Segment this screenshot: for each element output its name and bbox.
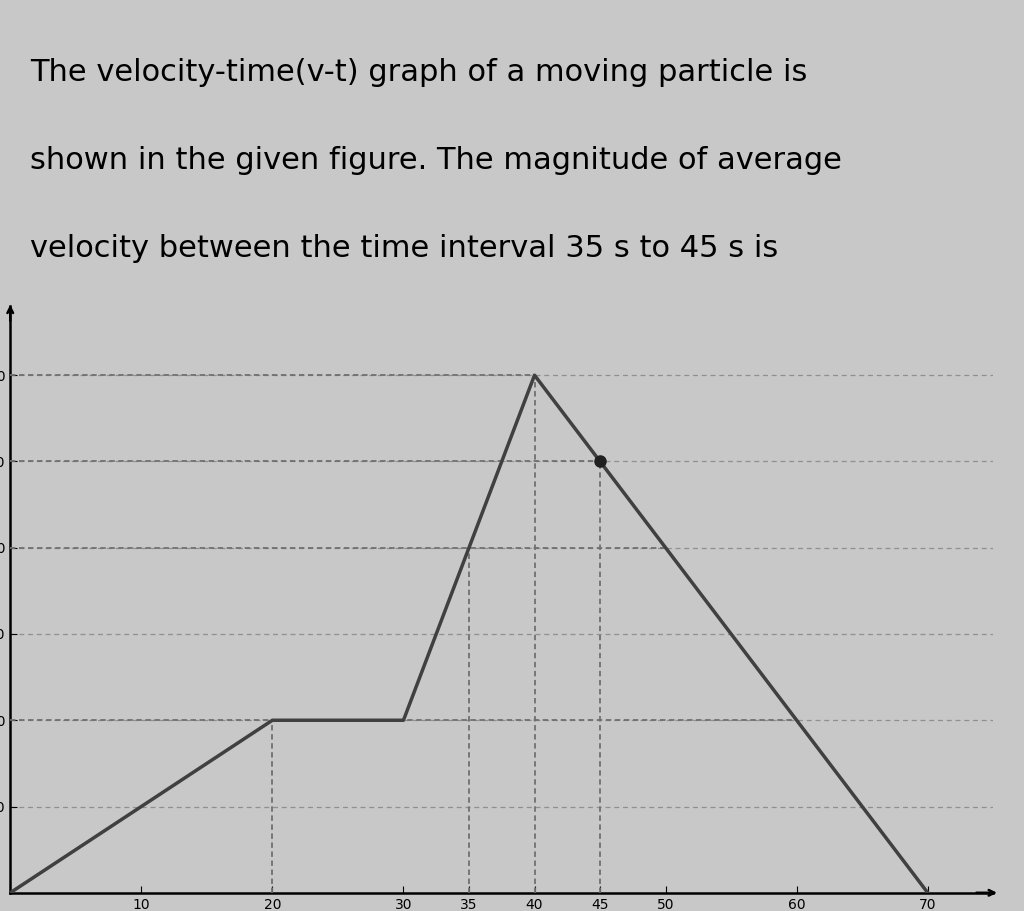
Text: shown in the given figure. The magnitude of average: shown in the given figure. The magnitude… xyxy=(30,146,842,175)
Text: The velocity-time(v-t) graph of a moving particle is: The velocity-time(v-t) graph of a moving… xyxy=(30,58,807,87)
Text: velocity between the time interval 35 s to 45 s is: velocity between the time interval 35 s … xyxy=(30,234,778,263)
